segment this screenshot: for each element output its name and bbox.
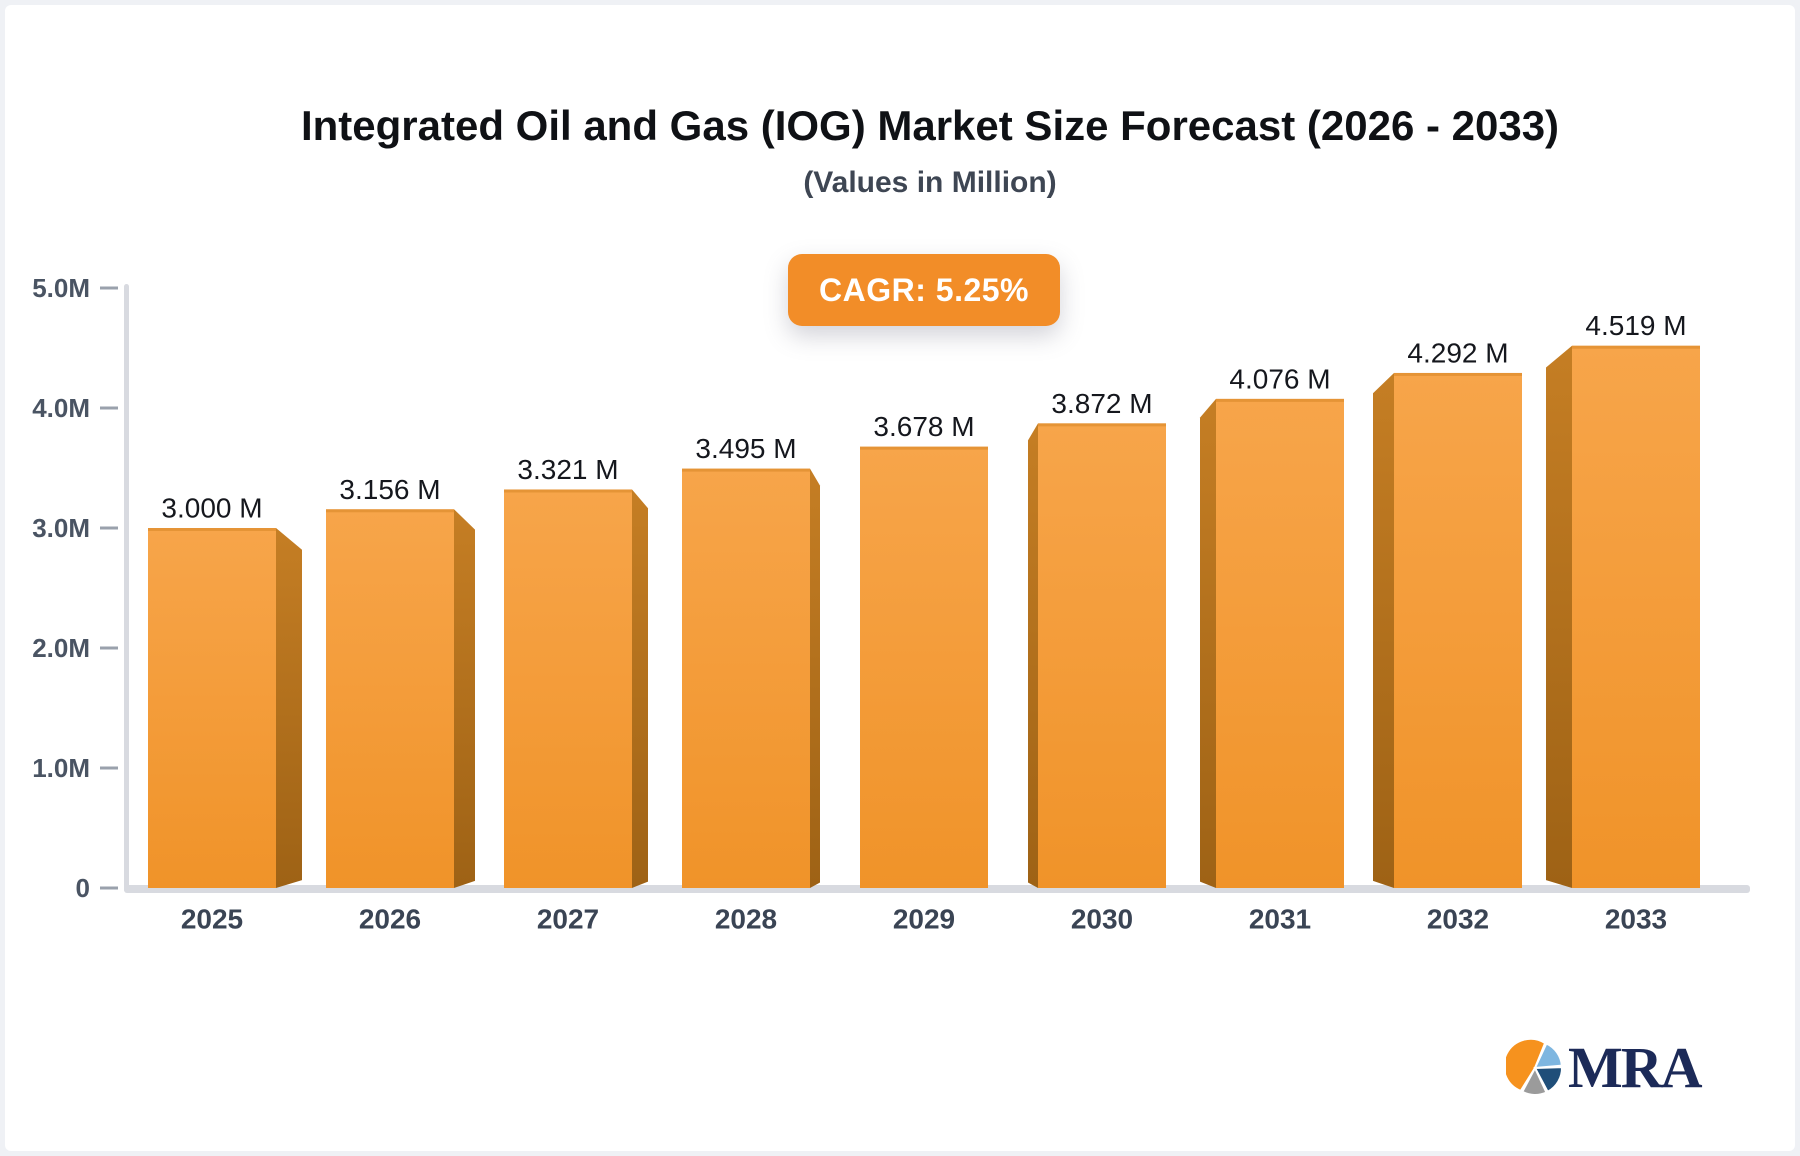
bar-side-2026: [454, 509, 475, 888]
y-tick-label-2.0M: 2.0M: [32, 633, 90, 663]
bar-value-label-2028: 3.495 M: [695, 433, 796, 464]
x-axis-label-2029: 2029: [893, 904, 955, 935]
x-axis-label-2026: 2026: [359, 904, 421, 935]
bar-top-edge-2030: [1038, 423, 1166, 427]
bar-2031: [1216, 398, 1344, 888]
brand-logo: MRA: [1506, 1035, 1703, 1100]
bar-value-label-2027: 3.321 M: [517, 454, 618, 485]
bar-top-edge-2031: [1216, 398, 1344, 402]
x-axis-label-2025: 2025: [181, 904, 243, 935]
y-tick-label-0: 0: [76, 873, 90, 903]
bar-side-2028: [810, 468, 820, 888]
bar-top-edge-2028: [682, 468, 810, 472]
y-tick-label-5.0M: 5.0M: [32, 273, 90, 303]
bar-2033: [1572, 345, 1700, 889]
bar-side-2030: [1028, 423, 1038, 888]
bar-top-edge-2027: [504, 489, 632, 493]
bar-value-label-2025: 3.000 M: [161, 493, 262, 524]
bar-side-2027: [632, 489, 648, 888]
y-tick-label-3.0M: 3.0M: [32, 513, 90, 543]
bar-top-edge-2025: [148, 528, 276, 531]
bar-top-edge-2033: [1572, 345, 1700, 349]
cagr-badge: CAGR: 5.25%: [788, 254, 1060, 326]
x-axis-label-2028: 2028: [715, 904, 777, 935]
x-axis-label-2030: 2030: [1071, 904, 1133, 935]
bar-side-2031: [1200, 398, 1216, 888]
bar-2030: [1038, 423, 1166, 888]
x-axis-label-2027: 2027: [537, 904, 599, 935]
y-tick-label-4.0M: 4.0M: [32, 393, 90, 423]
bar-side-2033: [1546, 345, 1572, 889]
bar-top-edge-2026: [326, 509, 454, 513]
brand-logo-text: MRA: [1568, 1035, 1703, 1100]
chart-subtitle: (Values in Million): [803, 166, 1057, 199]
x-axis-label-2031: 2031: [1249, 904, 1311, 935]
brand-logo-pie-icon: [1506, 1039, 1564, 1096]
bar-side-2032: [1373, 372, 1394, 889]
bar-top-edge-2032: [1394, 372, 1522, 376]
cagr-badge-label: CAGR: 5.25%: [819, 271, 1029, 308]
bar-value-label-2029: 3.678 M: [873, 411, 974, 442]
bar-value-label-2031: 4.076 M: [1229, 363, 1330, 394]
bar-2032: [1394, 372, 1522, 889]
bar-2027: [504, 489, 632, 888]
x-axis-label-2033: 2033: [1605, 904, 1667, 935]
bar-top-edge-2029: [860, 446, 988, 450]
bar-value-label-2032: 4.292 M: [1407, 337, 1508, 368]
x-axis-label-2032: 2032: [1427, 904, 1489, 935]
bar-2028: [682, 468, 810, 888]
bar-value-label-2026: 3.156 M: [339, 474, 440, 505]
y-tick-label-1.0M: 1.0M: [32, 753, 90, 783]
bar-2026: [326, 509, 454, 888]
bar-side-2025: [276, 528, 302, 888]
bar-value-label-2033: 4.519 M: [1585, 310, 1686, 341]
bar-value-label-2030: 3.872 M: [1051, 388, 1152, 419]
bar-2029: [860, 446, 988, 888]
chart-title: Integrated Oil and Gas (IOG) Market Size…: [300, 102, 1560, 149]
y-axis-line: [124, 284, 129, 892]
bar-2025: [148, 528, 276, 888]
